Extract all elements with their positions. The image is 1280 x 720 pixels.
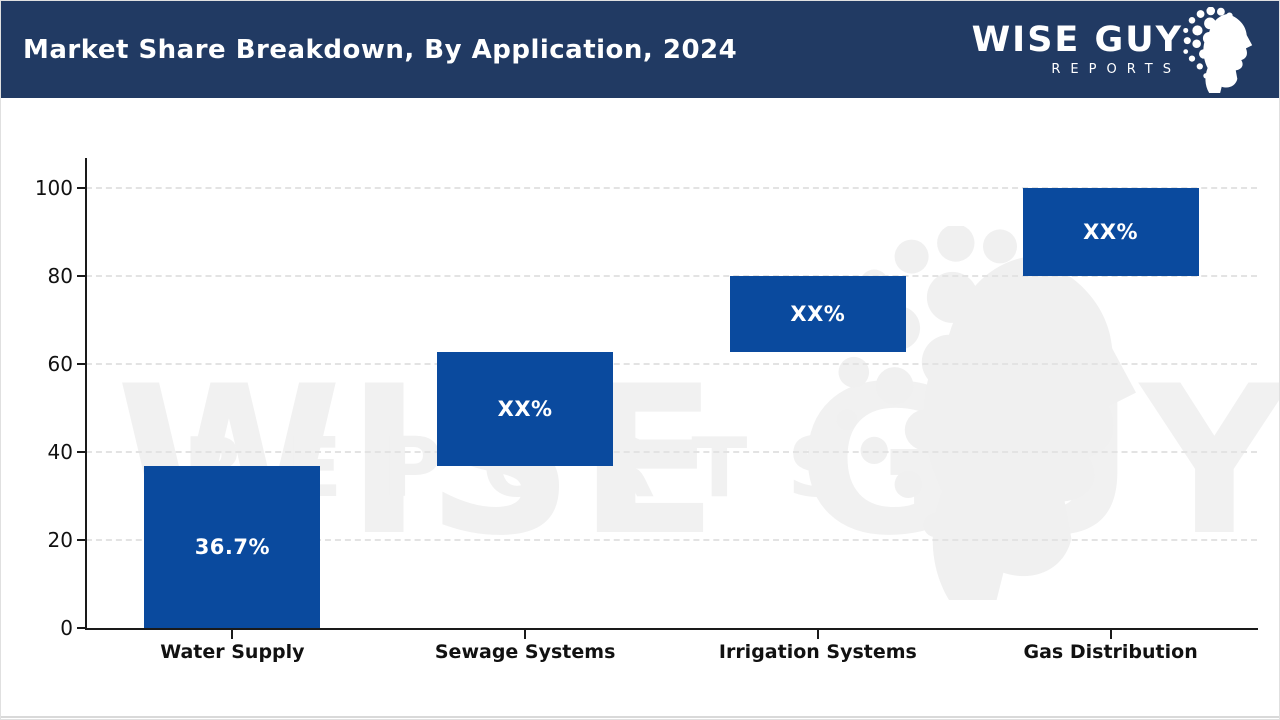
- x-axis-line: [85, 628, 1258, 630]
- logo: WISE GUY REPORTS: [972, 7, 1265, 93]
- y-tick-label: 60: [47, 351, 73, 376]
- y-tick-mark: [77, 450, 85, 453]
- x-axis-category-label: Water Supply: [160, 641, 305, 663]
- y-tick-mark: [77, 538, 85, 541]
- x-tick-mark: [816, 630, 819, 639]
- y-gridline: [86, 274, 1257, 277]
- y-tick-mark: [77, 274, 85, 277]
- bar: XX%: [729, 275, 906, 352]
- y-tick-mark: [77, 627, 85, 629]
- y-tick-label: 100: [34, 175, 73, 200]
- chart-area: WISE GUY REPORTS 0 20 40 60 80 100 36.7% Water …: [1, 98, 1279, 718]
- bar: 36.7%: [144, 466, 321, 628]
- x-axis-category-label: Irrigation Systems: [718, 641, 917, 663]
- x-tick-mark: [1109, 630, 1112, 639]
- y-tick-label: 80: [47, 263, 73, 288]
- y-tick-label: 0: [60, 616, 73, 640]
- logo-subtitle: REPORTS: [1051, 61, 1181, 77]
- bar: XX%: [437, 351, 614, 467]
- y-tick-label: 20: [47, 527, 73, 552]
- x-tick-mark: [231, 630, 234, 639]
- y-gridline: [86, 538, 1257, 541]
- page-title: Market Share Breakdown, By Application, …: [23, 34, 738, 65]
- y-gridline: [86, 186, 1257, 189]
- y-tick-label: 40: [47, 439, 73, 464]
- logo-wordmark: WISE GUY: [971, 19, 1183, 60]
- footer-rule: [1, 716, 1279, 718]
- y-tick-mark: [77, 186, 85, 189]
- y-gridline: [86, 362, 1257, 365]
- x-tick-mark: [524, 630, 527, 639]
- bar-value-label: XX%: [497, 397, 553, 422]
- header-bar: Market Share Breakdown, By Application, …: [1, 1, 1279, 98]
- bar-value-label: XX%: [790, 301, 846, 326]
- logo-text: WISE GUY REPORTS: [971, 19, 1183, 77]
- y-gridline: [86, 450, 1257, 453]
- bar-value-label: 36.7%: [194, 535, 271, 560]
- bar: XX%: [1022, 187, 1199, 276]
- y-axis-line: [85, 158, 87, 630]
- y-tick-mark: [77, 362, 85, 365]
- bar-value-label: XX%: [1083, 219, 1139, 244]
- x-axis-category-label: Gas Distribution: [1023, 641, 1198, 663]
- x-axis-category-label: Sewage Systems: [434, 641, 616, 663]
- logo-head-icon: [1169, 7, 1265, 93]
